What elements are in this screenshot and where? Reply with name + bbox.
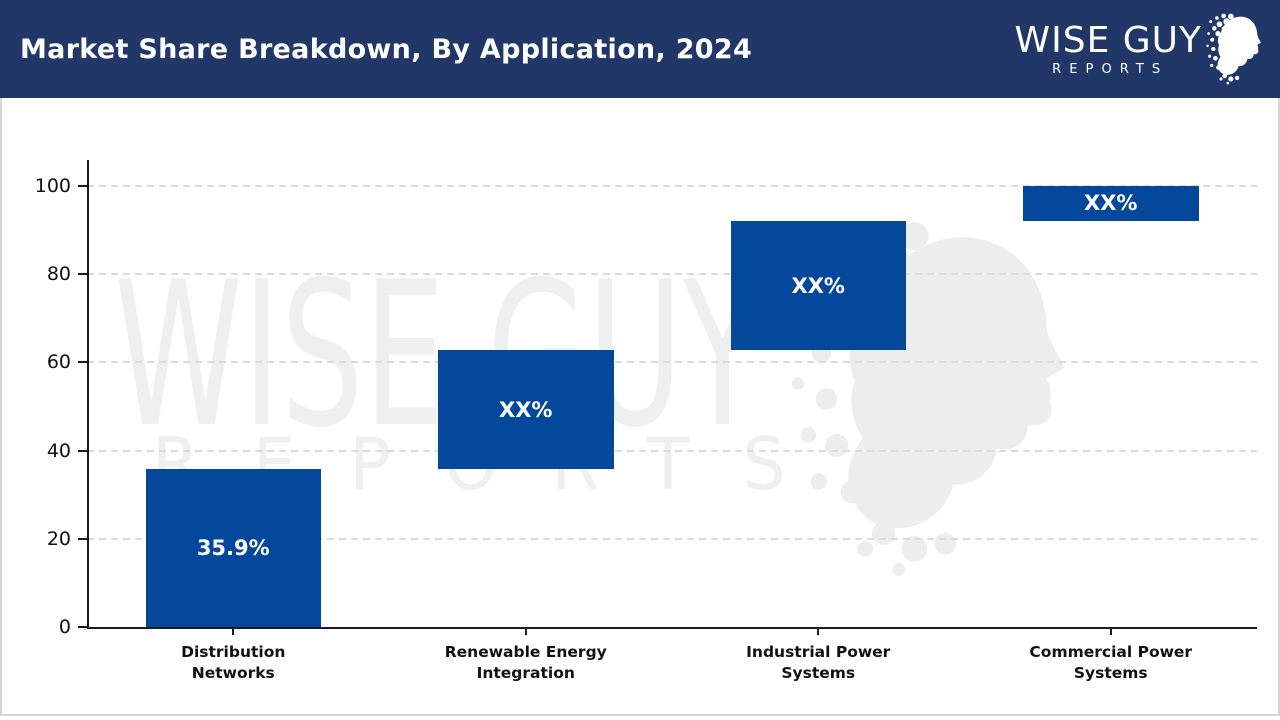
wise-guy-head-icon [1204, 12, 1266, 86]
x-category-label-line: Renewable Energy [444, 643, 607, 661]
y-tick-label: 80 [46, 263, 71, 286]
y-tick-mark [78, 626, 87, 628]
x-tick-mark [232, 627, 235, 635]
y-tick-mark [78, 185, 87, 187]
x-category-label-line: Industrial Power [746, 643, 891, 661]
bar-segment: XX% [1023, 186, 1199, 221]
gridline [87, 361, 1257, 364]
y-tick-label: 40 [46, 439, 71, 462]
plot-area: 0 20 40 60 80 100 35.9% Distribution Networks XX%… [35, 160, 1257, 682]
x-category-label-line: Networks [191, 663, 275, 682]
brand-logo: WISE GUY REPORTS [1015, 12, 1271, 86]
x-tick-mark [524, 627, 527, 635]
brand-subname: REPORTS [1052, 61, 1169, 77]
bar-segment: XX% [438, 350, 614, 469]
gridline [87, 449, 1257, 452]
x-category-label: Industrial Power Systems [660, 642, 976, 684]
x-category-label: Commercial Power Systems [953, 642, 1269, 684]
bar-value-label: XX% [499, 397, 553, 422]
chart-panel: WISE GUY REPORTS 02040608010035.9%Distri… [0, 98, 1280, 716]
header-bar: Market Share Breakdown, By Application, … [0, 0, 1280, 98]
bar-value-label: XX% [791, 273, 845, 298]
y-tick-mark [78, 537, 87, 540]
y-tick-label: 20 [46, 527, 71, 550]
x-category-label: Renewable Energy Integration [368, 642, 684, 684]
brand-logo-text: WISE GUY REPORTS [1014, 19, 1203, 77]
bar-segment: XX% [730, 220, 906, 351]
y-tick-mark [78, 449, 87, 452]
y-tick-mark [78, 273, 87, 276]
x-category-label-line: Systems [781, 663, 856, 682]
gridline [87, 185, 1257, 187]
y-tick-mark [78, 361, 87, 364]
bar-segment: 35.9% [145, 468, 321, 627]
y-axis-line [87, 160, 89, 627]
gridline [87, 537, 1257, 540]
x-category-label-line: Integration [476, 663, 575, 682]
y-tick-label: 60 [46, 351, 71, 374]
y-tick-label: 100 [34, 175, 71, 197]
x-tick-mark [817, 627, 820, 635]
x-category-label-line: Distribution [181, 643, 286, 661]
brand-name: WISE GUY [1014, 19, 1202, 61]
bar-value-label: XX% [1084, 191, 1138, 216]
bar-value-label: 35.9% [196, 535, 270, 560]
x-axis-line [87, 627, 1257, 629]
y-tick-label: 0 [58, 616, 71, 638]
x-category-label: Distribution Networks [75, 642, 391, 684]
x-tick-mark [1109, 627, 1112, 635]
page-title: Market Share Breakdown, By Application, … [20, 33, 753, 65]
x-category-label-line: Systems [1073, 663, 1148, 682]
x-category-label-line: Commercial Power [1029, 643, 1193, 661]
gridline [87, 273, 1257, 276]
